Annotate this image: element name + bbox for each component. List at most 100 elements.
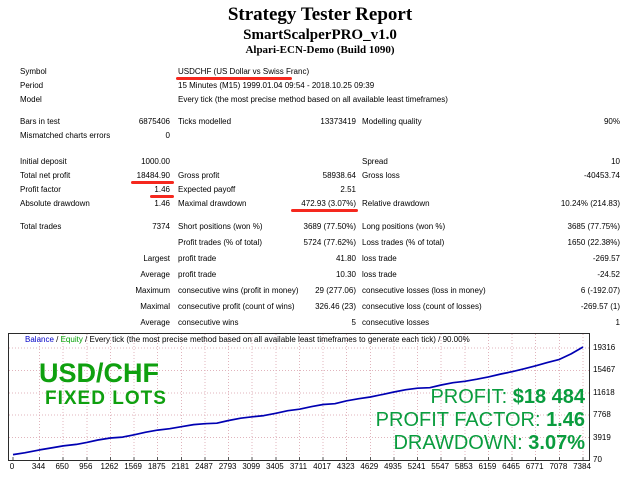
report-label: profit trade: [178, 254, 217, 263]
x-tick-label: 1569: [124, 462, 142, 471]
red-underline: [176, 77, 292, 80]
report-value: 15 Minutes (M15) 1999.01.04 09:54 - 2018…: [178, 81, 375, 90]
report-label: consecutive losses: [362, 318, 430, 327]
report-value: 6875406: [138, 117, 170, 126]
report-value: 10.30: [335, 270, 356, 279]
table-row-average-trade: Average profit trade 10.30 loss trade -2…: [0, 269, 640, 282]
x-tick-label: 3711: [289, 462, 308, 471]
report-label: loss trade: [362, 254, 397, 263]
chart-stats: PROFIT: $18 484 PROFIT FACTOR: 1.46 DRAW…: [376, 386, 585, 455]
report-value: 0: [165, 131, 170, 140]
report-value: Every tick (the most precise method base…: [178, 95, 448, 104]
table-row-totaltrades: Total trades 7374 Short positions (won %…: [0, 221, 640, 234]
report-label: Initial deposit: [20, 157, 67, 166]
report-value: 1000.00: [141, 157, 170, 166]
stat-value: 1.46: [546, 409, 585, 431]
table-row-average-consecutive: Average consecutive wins 5 consecutive l…: [0, 317, 640, 330]
report-label: loss trade: [362, 270, 397, 279]
report-value: -269.57 (1): [580, 302, 620, 311]
report-value: 29 (277.06): [315, 286, 356, 295]
report-label: Total trades: [20, 222, 62, 231]
report-label: Gross loss: [362, 171, 400, 180]
legend-separator: /: [82, 335, 90, 344]
table-row-bars: Bars in test 6875406 Ticks modelled 1337…: [0, 116, 640, 129]
report-label: Short positions (won %): [178, 222, 263, 231]
report-label: Relative drawdown: [362, 199, 430, 208]
report-label: Bars in test: [20, 117, 61, 126]
chart-legend: Balance / Equity / Every tick (the most …: [25, 335, 470, 344]
stat-label: PROFIT:: [430, 386, 513, 408]
red-underline: [150, 195, 174, 198]
x-tick-label: 3099: [242, 462, 261, 471]
table-row-model: Model Every tick (the most precise metho…: [0, 94, 640, 107]
report-label: Long positions (won %): [362, 222, 446, 231]
report-label: Period: [20, 81, 44, 90]
y-tick-label: 3919: [593, 432, 611, 442]
report-label: Maximal: [140, 302, 170, 311]
report-label: Loss trades (% of total): [362, 238, 445, 247]
x-tick-label: 2181: [171, 462, 190, 471]
table-row-profittrades: Profit trades (% of total) 5724 (77.62%)…: [0, 237, 640, 250]
stat-value: $18 484: [512, 386, 585, 408]
x-tick-label: 4629: [360, 462, 379, 471]
report-value: 13373419: [320, 117, 356, 126]
balance-chart-plot: [9, 334, 589, 460]
legend-equity: Equity: [60, 335, 83, 344]
red-underline: [131, 181, 174, 184]
stat-value: 3.07%: [528, 432, 585, 454]
x-tick-label: 344: [31, 462, 46, 471]
x-tick-label: 7384: [573, 462, 591, 471]
report-value: 1: [615, 318, 620, 327]
legend-model: Every tick (the most precise method base…: [89, 335, 436, 344]
report-value: 472.93 (3.07%): [301, 199, 356, 208]
report-value: 5: [351, 318, 356, 327]
report-label: Maximum: [135, 286, 170, 295]
x-tick-label: 4323: [336, 462, 355, 471]
report-label: Profit factor: [20, 185, 61, 194]
table-row-profitfactor: Profit factor 1.46 Expected payoff 2.51: [0, 184, 640, 197]
report-label: profit trade: [178, 270, 217, 279]
report-label: consecutive profit (count of wins): [178, 302, 295, 311]
report-label: Modelling quality: [362, 117, 422, 126]
report-label: consecutive losses (loss in money): [362, 286, 486, 295]
report-label: Expected payoff: [178, 185, 236, 194]
x-tick-label: 6465: [502, 462, 520, 471]
legend-separator: /: [435, 335, 443, 344]
table-row-maximum-consecutive: Maximum consecutive wins (profit in mone…: [0, 285, 640, 298]
report-value: 2.51: [340, 185, 356, 194]
x-tick-label: 7078: [549, 462, 568, 471]
report-value: 3689 (77.50%): [303, 222, 356, 231]
report-label: Average: [140, 318, 170, 327]
report-label: Mismatched charts errors: [20, 131, 111, 140]
balance-line: [12, 346, 584, 456]
legend-separator: /: [53, 335, 61, 344]
x-tick-label: 0: [9, 462, 15, 471]
legend-quality: 90.00%: [442, 335, 470, 344]
table-row-largest: Largest profit trade 41.80 loss trade -2…: [0, 253, 640, 266]
report-value: 1650 (22.38%): [567, 238, 620, 247]
table-row-maximal-consecutive: Maximal consecutive profit (count of win…: [0, 301, 640, 314]
report-label: consecutive loss (count of losses): [362, 302, 482, 311]
report-label: Largest: [143, 254, 170, 263]
x-tick-label: 1262: [100, 462, 119, 471]
report-value: 58938.64: [322, 171, 356, 180]
report-label: Gross profit: [178, 171, 220, 180]
report-label: Ticks modelled: [178, 117, 232, 126]
x-tick-label: 1875: [147, 462, 166, 471]
x-tick-label: 4935: [384, 462, 402, 471]
stat-profit: PROFIT: $18 484: [376, 386, 585, 409]
legend-balance: Balance: [25, 335, 54, 344]
watermark-symbol: USD/CHF: [39, 358, 159, 388]
report-label: consecutive wins (profit in money): [178, 286, 299, 295]
report-value: 10.24% (214.83): [560, 199, 620, 208]
report-label: Absolute drawdown: [20, 199, 90, 208]
stat-label: PROFIT FACTOR:: [375, 409, 547, 431]
y-tick-label: 7768: [593, 410, 611, 420]
report-value: 5724 (77.62%): [303, 238, 356, 247]
stat-drawdown: DRAWDOWN: 3.07%: [376, 432, 585, 455]
x-tick-label: 3405: [265, 462, 284, 471]
report-value: 18484.90: [136, 171, 170, 180]
y-tick-label: 19316: [593, 343, 616, 352]
report-value: -24.52: [597, 270, 620, 279]
report-value: 7374: [152, 222, 170, 231]
